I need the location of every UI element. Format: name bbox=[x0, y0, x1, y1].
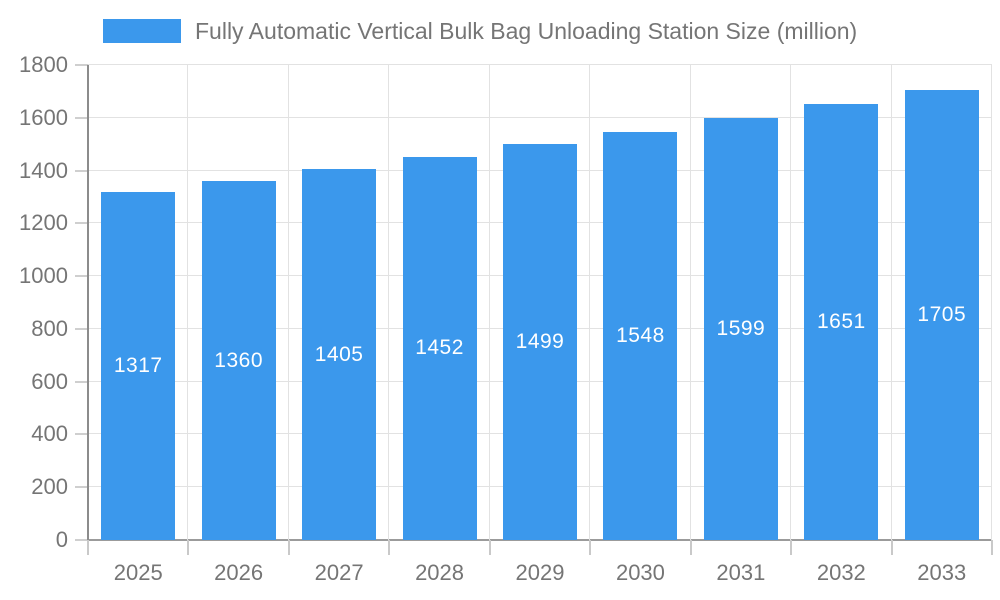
bar-value-label: 1705 bbox=[917, 303, 967, 327]
y-tick bbox=[75, 169, 88, 172]
bar: 1705 bbox=[904, 90, 979, 540]
legend-label: Fully Automatic Vertical Bulk Bag Unload… bbox=[195, 18, 858, 44]
bar-value-label: 1499 bbox=[515, 330, 565, 354]
bar-value-label: 1599 bbox=[716, 317, 766, 341]
bar: 1360 bbox=[201, 181, 276, 540]
v-gridline bbox=[689, 65, 691, 540]
x-tick bbox=[890, 540, 893, 555]
x-category-label: 2032 bbox=[816, 560, 866, 585]
legend: Fully Automatic Vertical Bulk Bag Unload… bbox=[103, 17, 857, 45]
y-tick-label: 600 bbox=[31, 368, 68, 394]
x-category-label: 2027 bbox=[314, 560, 364, 585]
x-category-label: 2030 bbox=[615, 560, 665, 585]
y-tick bbox=[75, 275, 88, 278]
v-gridline bbox=[589, 65, 591, 540]
y-tick-label: 1000 bbox=[19, 263, 68, 289]
x-tick bbox=[689, 540, 692, 555]
y-tick-label: 1400 bbox=[19, 157, 68, 183]
x-axis-line bbox=[88, 539, 992, 541]
bar-value-label: 1405 bbox=[314, 342, 364, 366]
bar: 1651 bbox=[804, 104, 879, 540]
plot-area: 1317 1360 1405 1452 1499 1548 1599 1651 1705 bbox=[87, 64, 993, 555]
x-tick bbox=[488, 540, 491, 555]
v-gridline bbox=[890, 65, 892, 540]
v-gridline bbox=[488, 65, 490, 540]
bar: 1317 bbox=[101, 192, 176, 540]
h-gridline bbox=[88, 116, 992, 118]
bar: 1599 bbox=[703, 118, 778, 540]
x-tick bbox=[87, 540, 89, 555]
v-gridline bbox=[991, 65, 992, 540]
y-tick-label: 800 bbox=[31, 315, 68, 341]
bar-value-label: 1317 bbox=[113, 354, 163, 378]
y-tick-label: 0 bbox=[55, 527, 68, 552]
v-gridline bbox=[287, 65, 289, 540]
y-tick-label: 200 bbox=[31, 474, 68, 500]
h-gridline bbox=[88, 64, 992, 65]
x-category-label: 2025 bbox=[113, 560, 163, 585]
y-tick bbox=[75, 486, 88, 489]
v-gridline bbox=[790, 65, 792, 540]
x-category-label: 2033 bbox=[917, 560, 967, 585]
x-tick bbox=[790, 540, 793, 555]
bar: 1452 bbox=[402, 156, 477, 540]
y-tick bbox=[75, 222, 88, 225]
y-tick-label: 400 bbox=[31, 421, 68, 447]
y-tick bbox=[75, 539, 88, 541]
y-axis-labels: 0 200 400 600 800 1000 1200 1400 1600 1800 bbox=[0, 52, 88, 552]
x-tick bbox=[187, 540, 190, 555]
x-category-label: 2031 bbox=[716, 560, 766, 585]
x-category-label: 2028 bbox=[415, 560, 465, 585]
y-axis-line bbox=[87, 65, 89, 540]
v-gridline bbox=[388, 65, 390, 540]
bar: 1548 bbox=[603, 131, 678, 540]
bar-value-label: 1360 bbox=[214, 348, 264, 372]
bar-value-label: 1452 bbox=[415, 336, 464, 360]
y-tick-label: 1800 bbox=[19, 52, 68, 77]
x-tick bbox=[287, 540, 290, 555]
x-tick bbox=[991, 540, 993, 555]
x-tick bbox=[388, 540, 391, 555]
bar-value-label: 1548 bbox=[616, 323, 665, 347]
x-category-label: 2026 bbox=[214, 560, 264, 585]
v-gridline bbox=[187, 65, 189, 540]
x-category-label: 2029 bbox=[515, 560, 565, 585]
y-tick bbox=[75, 64, 88, 66]
y-tick bbox=[75, 380, 88, 383]
bar: 1405 bbox=[302, 169, 377, 540]
bar-value-label: 1651 bbox=[816, 310, 866, 334]
y-tick-label: 1600 bbox=[19, 104, 68, 130]
x-axis-labels: 2025 2026 2027 2028 2029 2030 2031 2032 2033 bbox=[88, 557, 992, 593]
y-tick bbox=[75, 433, 88, 436]
bar: 1499 bbox=[503, 144, 577, 540]
y-tick-label: 1200 bbox=[19, 210, 68, 236]
legend-swatch bbox=[103, 19, 181, 43]
y-tick bbox=[75, 327, 88, 330]
y-tick bbox=[75, 116, 88, 119]
x-tick bbox=[589, 540, 592, 555]
